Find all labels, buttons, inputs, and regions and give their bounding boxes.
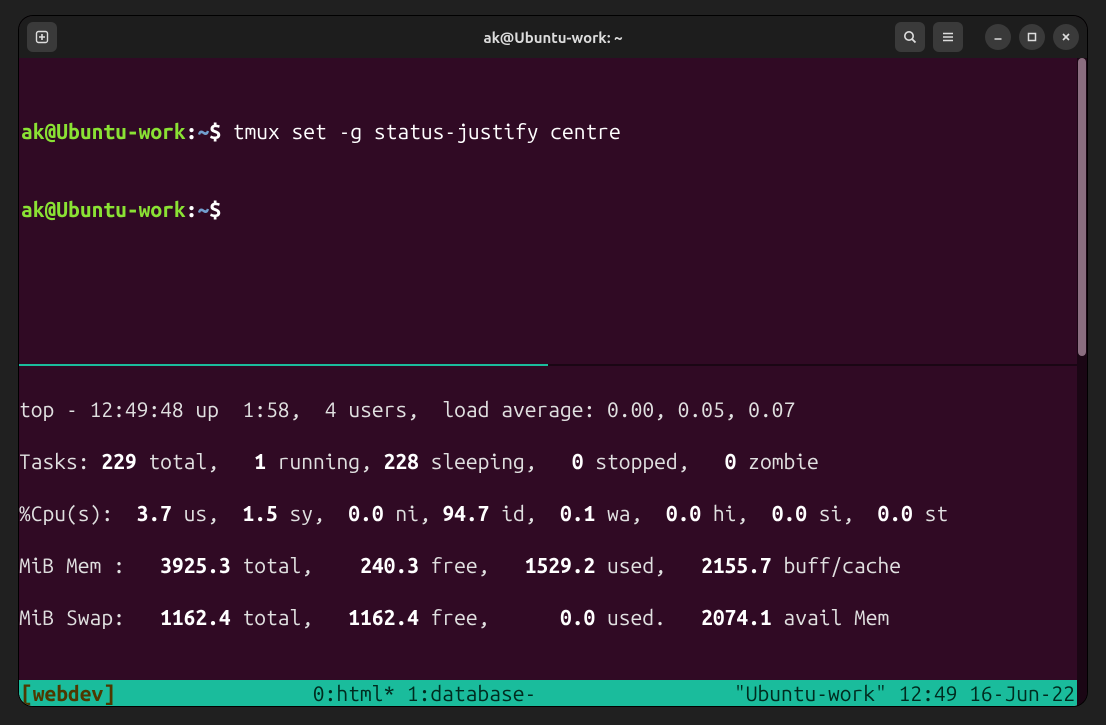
tmux-pane-divider[interactable] <box>19 364 1077 368</box>
top-cpu-line: %Cpu(s): 3.7 us, 1.5 sy, 0.0 ni, 94.7 id… <box>19 500 1077 526</box>
tmux-session-name: [webdev] <box>21 680 115 706</box>
shell-line: ak@Ubuntu-work:~$ tmux set -g status-jus… <box>21 118 1075 144</box>
tmux-status-bar[interactable]: [webdev] 0:html* 1:database- "Ubuntu-wor… <box>19 680 1077 706</box>
titlebar: ak@Ubuntu-work: ~ <box>19 16 1087 58</box>
shell-pane[interactable]: ak@Ubuntu-work:~$ tmux set -g status-jus… <box>19 62 1077 366</box>
minimize-button[interactable] <box>985 24 1011 50</box>
maximize-button[interactable] <box>1019 24 1045 50</box>
search-button[interactable] <box>895 22 925 52</box>
scrollbar[interactable] <box>1077 58 1087 706</box>
close-button[interactable] <box>1053 24 1079 50</box>
shell-command: tmux set -g status-justify centre <box>233 119 621 143</box>
top-tasks-line: Tasks: 229 total, 1 running, 228 sleepin… <box>19 448 1077 474</box>
prompt-user: ak <box>21 119 45 143</box>
top-summary-line: top - 12:49:48 up 1:58, 4 users, load av… <box>19 396 1077 422</box>
top-mem-line: MiB Mem : 3925.3 total, 240.3 free, 1529… <box>19 552 1077 578</box>
tmux-window-list: 0:html* 1:database- <box>115 680 734 706</box>
menu-button[interactable] <box>933 22 963 52</box>
new-tab-button[interactable] <box>27 22 57 52</box>
window-title: ak@Ubuntu-work: ~ <box>227 29 879 46</box>
scrollbar-thumb[interactable] <box>1078 58 1086 356</box>
tmux-status-right: "Ubuntu-work" 12:49 16-Jun-22 <box>734 680 1075 706</box>
top-pane[interactable]: top - 12:49:48 up 1:58, 4 users, load av… <box>19 370 1077 706</box>
top-swap-line: MiB Swap: 1162.4 total, 1162.4 free, 0.0… <box>19 604 1077 630</box>
shell-line: ak@Ubuntu-work:~$ <box>21 196 1075 222</box>
terminal-window: ak@Ubuntu-work: ~ <box>19 16 1087 706</box>
